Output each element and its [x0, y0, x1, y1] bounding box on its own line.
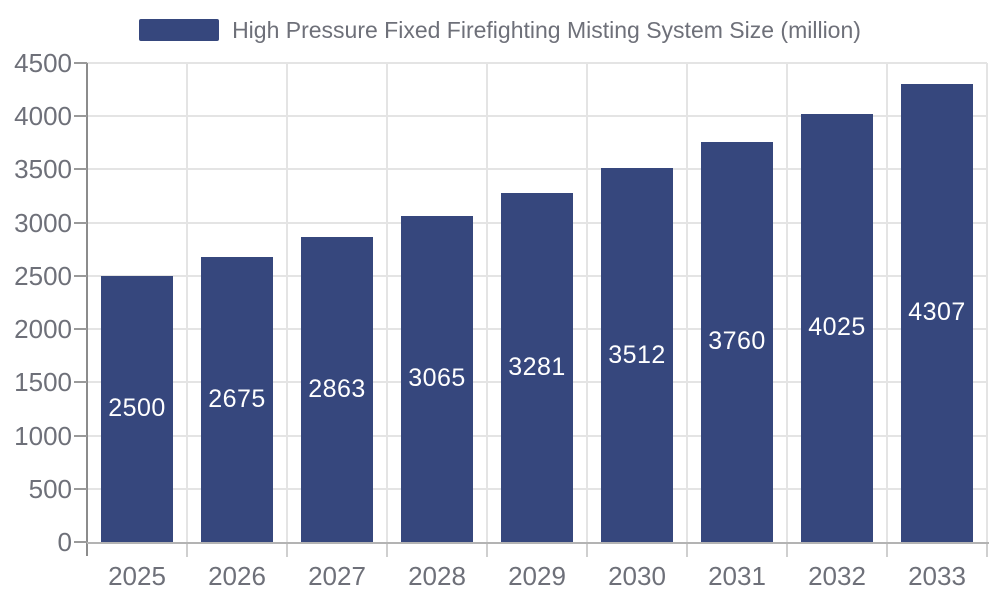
x-axis-tick	[386, 544, 388, 557]
legend-swatch[interactable]	[139, 19, 220, 41]
gridline-horizontal	[87, 168, 987, 171]
x-axis-label-2032: 2032	[808, 561, 866, 591]
bar-value-label: 4307	[908, 298, 966, 327]
legend[interactable]: High Pressure Fixed Firefighting Misting…	[0, 17, 1000, 43]
y-axis-tick	[74, 62, 87, 64]
y-axis-tick	[74, 221, 87, 224]
x-axis-tick	[286, 544, 288, 557]
x-axis-label-2026: 2026	[208, 561, 266, 591]
y-axis-tick	[74, 328, 87, 331]
x-axis-tick	[786, 544, 788, 557]
y-axis-label: 1000	[14, 420, 72, 451]
y-axis-tick	[74, 381, 87, 384]
x-axis-label-2029: 2029	[508, 561, 566, 591]
y-axis-tick	[74, 541, 87, 543]
x-axis-label-2033: 2033	[908, 561, 966, 591]
y-axis-line	[86, 63, 88, 556]
x-axis-label-2031: 2031	[708, 561, 766, 591]
bar-2026: 2675	[201, 257, 273, 542]
y-axis-tick	[74, 274, 87, 277]
gridline-vertical	[686, 63, 688, 542]
y-axis-label: 4000	[14, 101, 72, 132]
gridline-vertical	[986, 63, 988, 542]
y-axis-tick	[74, 115, 87, 118]
y-axis-label: 2500	[14, 260, 72, 291]
x-axis-line	[87, 542, 989, 544]
bar-value-label: 2675	[208, 385, 266, 414]
gridline-horizontal	[87, 62, 987, 64]
x-axis-tick	[686, 544, 688, 557]
gridline-vertical	[886, 63, 888, 542]
y-axis-label: 3500	[14, 154, 72, 185]
bar-2025: 2500	[101, 275, 173, 542]
bar-2031: 3760	[701, 141, 773, 542]
x-axis-label-2025: 2025	[108, 561, 166, 591]
plot-area: 2500 2675 2863 3065 3281 3512 3760 4025 4307	[74, 62, 989, 557]
legend-label: High Pressure Fixed Firefighting Misting…	[232, 17, 861, 43]
gridline-vertical	[286, 63, 288, 542]
y-axis-tick	[74, 168, 87, 171]
bar-value-label: 3512	[608, 340, 666, 369]
bar-value-label: 3281	[508, 352, 566, 381]
bar-value-label: 2500	[108, 394, 166, 423]
bar-2027: 2863	[301, 237, 373, 542]
gridline-horizontal	[87, 115, 987, 118]
x-axis-label-2030: 2030	[608, 561, 666, 591]
bar-2029: 3281	[501, 192, 573, 542]
x-axis-tick	[886, 544, 888, 557]
bar-value-label: 4025	[808, 313, 866, 342]
x-axis-tick	[986, 544, 988, 557]
y-axis-label: 4500	[14, 48, 72, 78]
gridline-vertical	[486, 63, 488, 542]
bar-2028: 3065	[401, 215, 473, 542]
gridline-vertical	[586, 63, 588, 542]
gridline-vertical	[786, 63, 788, 542]
y-axis-tick	[74, 434, 87, 437]
x-axis-tick	[486, 544, 488, 557]
x-axis-tick	[586, 544, 588, 557]
y-axis-label: 0	[57, 527, 72, 557]
x-axis-label-2027: 2027	[308, 561, 366, 591]
x-axis-tick	[186, 544, 188, 557]
y-axis-label: 2000	[14, 314, 72, 345]
bar-value-label: 2863	[308, 375, 366, 404]
y-axis-label: 3000	[14, 207, 72, 238]
y-axis-tick	[74, 487, 87, 490]
x-axis-label-2028: 2028	[408, 561, 466, 591]
bar-2033: 4307	[901, 83, 973, 542]
gridline-vertical	[186, 63, 188, 542]
y-axis-label: 500	[28, 473, 72, 504]
bar-2032: 4025	[801, 113, 873, 542]
bar-value-label: 3065	[408, 364, 466, 393]
bar-2030: 3512	[601, 168, 673, 542]
gridline-vertical	[386, 63, 388, 542]
bar-value-label: 3760	[708, 327, 766, 356]
y-axis-label: 1500	[14, 367, 72, 398]
